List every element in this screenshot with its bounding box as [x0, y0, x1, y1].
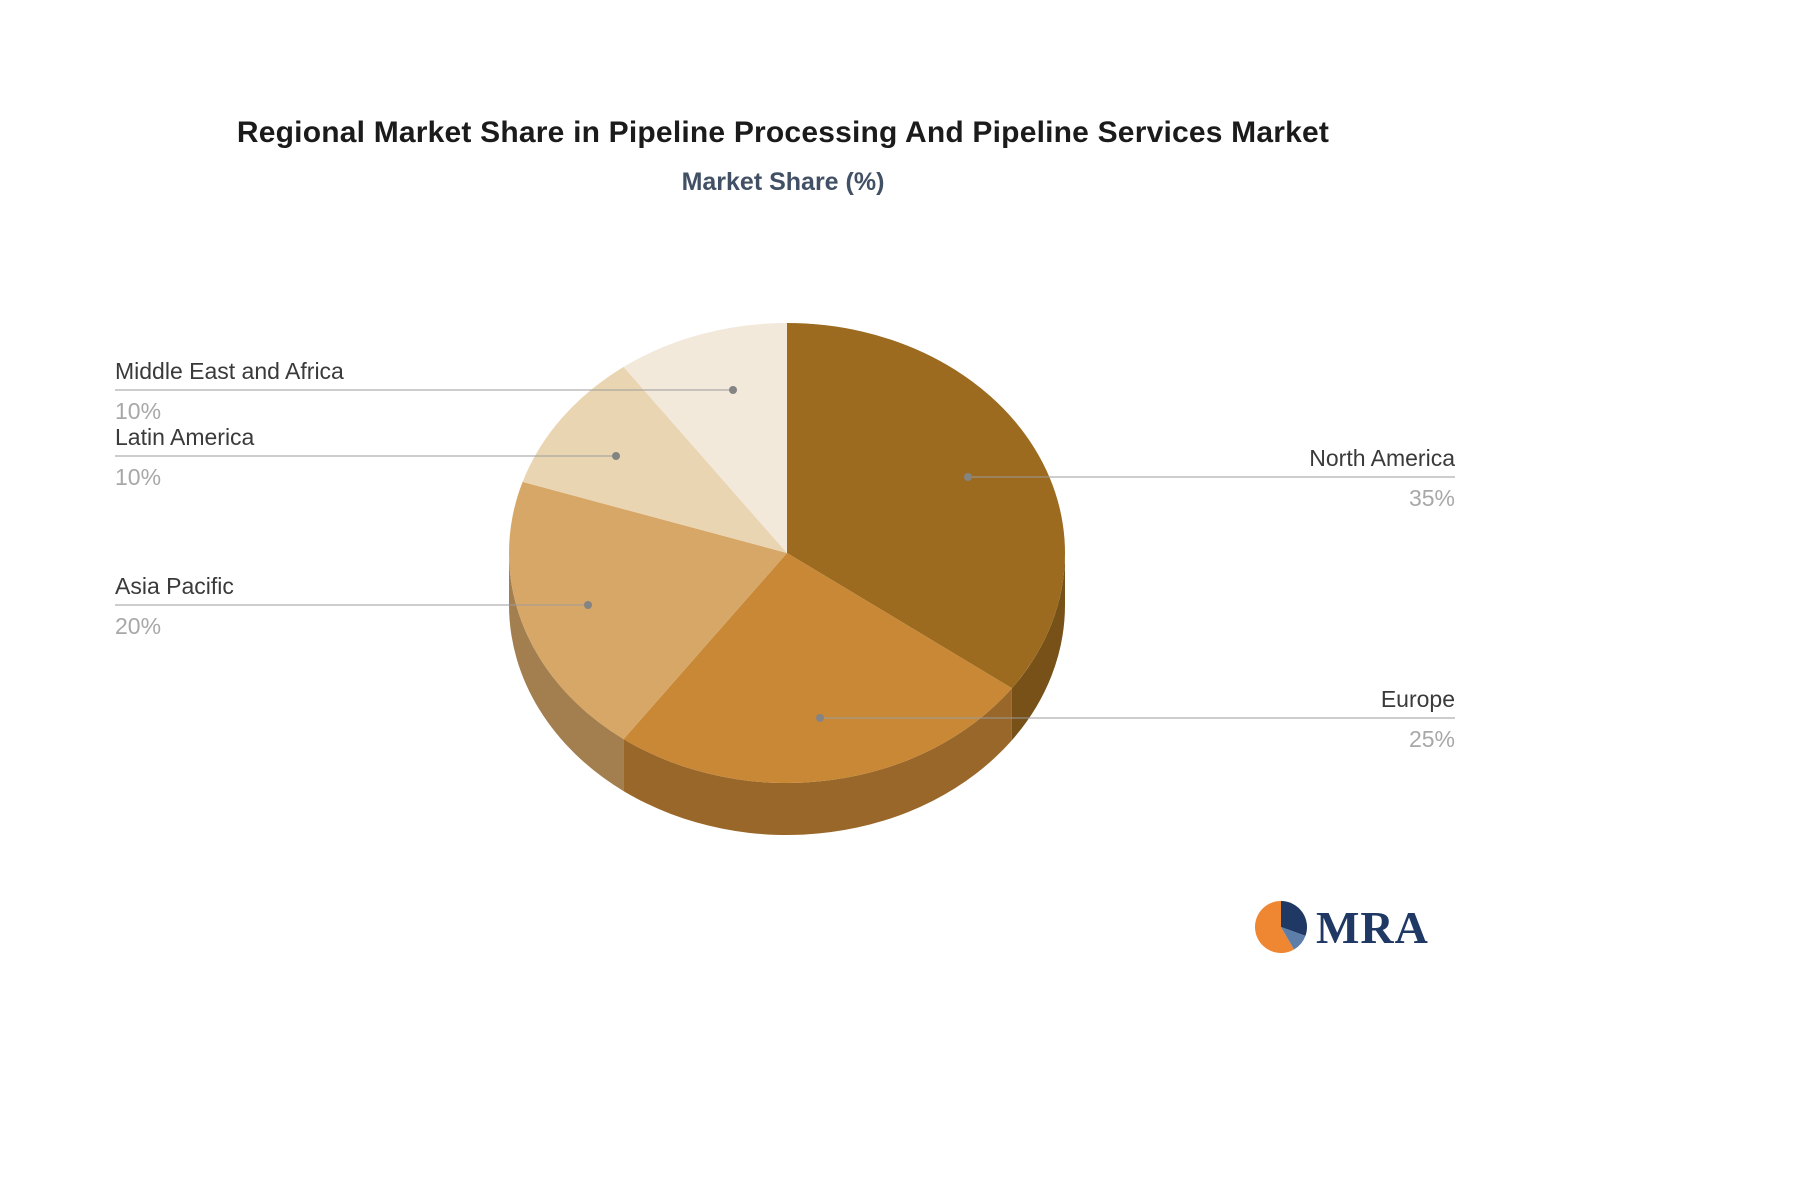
logo-text: MRA [1316, 901, 1429, 953]
pie-slice-middle-east-and-africa [623, 323, 787, 553]
logo-pie-wedge [1281, 927, 1306, 950]
label-name: Latin America [115, 424, 255, 450]
logo-pie-icon [1255, 901, 1307, 953]
label-dot [584, 601, 592, 609]
pie-slice-latin-america [522, 366, 787, 553]
label-dot [612, 452, 620, 460]
pie-slice-asia-pacific [508, 481, 787, 740]
pie-slice-north-america [787, 323, 1065, 689]
label-dot [729, 386, 737, 394]
label-value: 25% [1409, 726, 1455, 752]
chart-title: Regional Market Share in Pipeline Proces… [236, 116, 1330, 149]
pie-slice-europe [623, 553, 1012, 784]
logo-pie-wedge [1255, 901, 1294, 953]
pie-slice-side [1011, 553, 1065, 741]
logo-pie-wedge [1281, 901, 1307, 936]
label-value: 35% [1409, 485, 1455, 511]
chart-subtitle: Market Share (%) [681, 168, 885, 196]
label-name: Asia Pacific [115, 573, 234, 599]
label-name: Middle East and Africa [115, 358, 344, 384]
label-name: North America [1309, 445, 1455, 471]
label-dot [964, 473, 972, 481]
label-dot [816, 714, 824, 722]
label-value: 10% [115, 464, 161, 490]
logo: MRA [1252, 898, 1429, 956]
label-value: 20% [115, 613, 161, 639]
pie-slice-side [509, 553, 624, 792]
label-name: Europe [1381, 686, 1455, 712]
title-block: Regional Market Share in Pipeline Proces… [0, 116, 1566, 197]
label-value: 10% [115, 398, 161, 424]
pie-slice-side [623, 688, 1012, 835]
